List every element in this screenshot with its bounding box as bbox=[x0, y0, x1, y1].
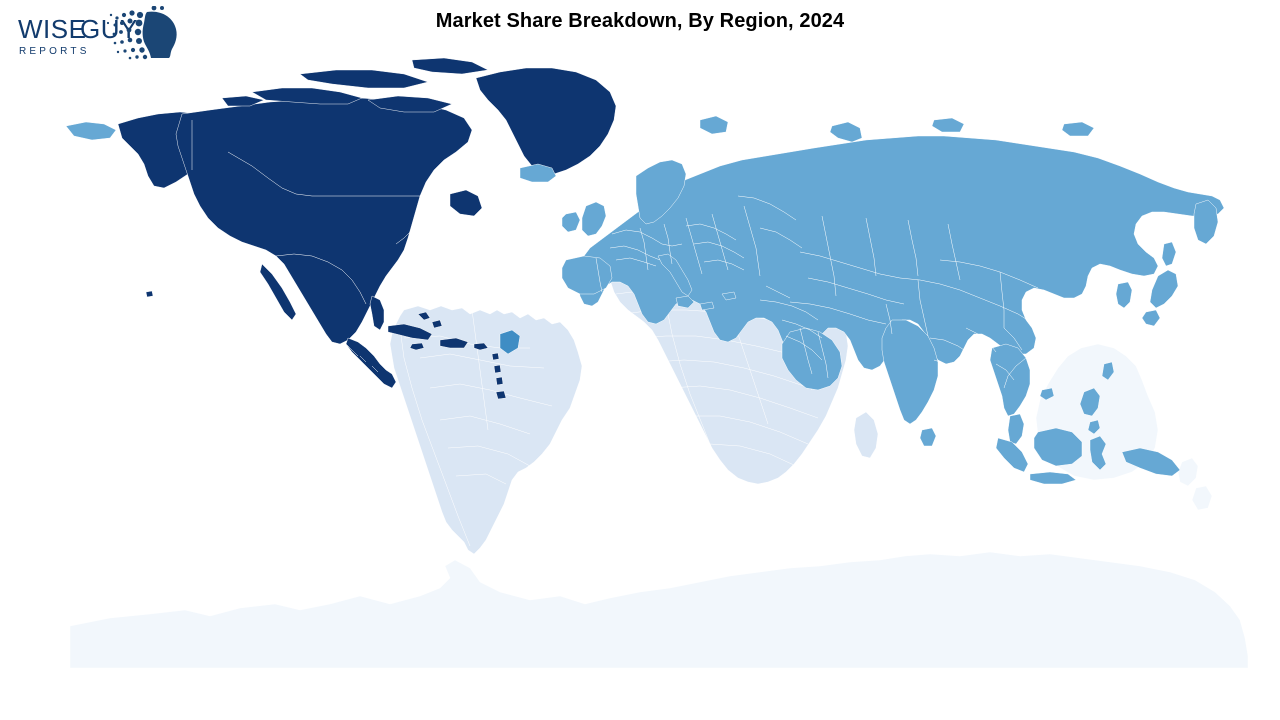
map-region-north-america bbox=[118, 58, 616, 399]
map-region-oceania bbox=[1036, 344, 1212, 510]
svg-text:WISE: WISE bbox=[18, 14, 86, 44]
dotted-head-profile-icon bbox=[106, 6, 177, 60]
wise-guy-reports-logo: WISE GUY REPORTS bbox=[12, 6, 202, 62]
page-title: Market Share Breakdown, By Region, 2024 bbox=[435, 10, 845, 32]
map-region-eurasia bbox=[66, 116, 1224, 484]
svg-text:REPORTS: REPORTS bbox=[19, 46, 90, 57]
world-map-container bbox=[0, 48, 1280, 720]
map-region-antarctica bbox=[70, 552, 1248, 668]
